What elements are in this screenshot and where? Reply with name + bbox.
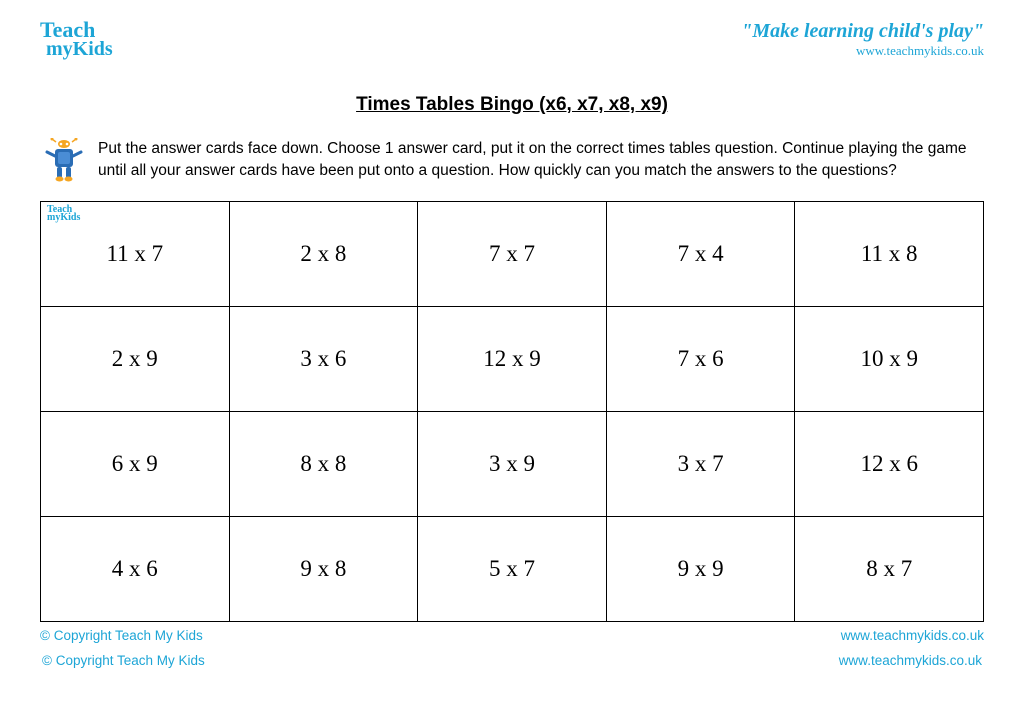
bingo-cell: 3 x 7 [606, 411, 795, 516]
bingo-cell: 12 x 9 [418, 306, 607, 411]
bingo-row: 2 x 9 3 x 6 12 x 9 7 x 6 10 x 9 [41, 306, 984, 411]
bingo-cell: 3 x 9 [418, 411, 607, 516]
bingo-cell-value: 9 x 9 [678, 556, 724, 581]
bingo-cell: 9 x 8 [229, 516, 418, 621]
robot-icon [44, 138, 84, 182]
bingo-cell-value: 7 x 4 [678, 241, 724, 266]
bingo-cell: 7 x 4 [606, 201, 795, 306]
footer-url-outer: www.teachmykids.co.uk [839, 653, 982, 668]
brand-url-top: www.teachmykids.co.uk [741, 43, 984, 59]
copyright-inner: © Copyright Teach My Kids [40, 628, 203, 643]
bingo-cell-value: 9 x 8 [300, 556, 346, 581]
bingo-cell-value: 12 x 9 [483, 346, 541, 371]
bingo-cell-value: 2 x 9 [112, 346, 158, 371]
bingo-cell-value: 6 x 9 [112, 451, 158, 476]
bingo-cell-value: 11 x 8 [861, 241, 918, 266]
worksheet-page: Teach myKids "Make learning child's play… [0, 0, 1024, 678]
tagline-block: "Make learning child's play" www.teachmy… [741, 20, 984, 59]
bingo-row: 6 x 9 8 x 8 3 x 9 3 x 7 12 x 6 [41, 411, 984, 516]
logo-text-kids: Kids [73, 38, 113, 60]
bingo-cell: 9 x 9 [606, 516, 795, 621]
bingo-cell-value: 2 x 8 [300, 241, 346, 266]
bingo-cell: TeachmyKids 11 x 7 [41, 201, 230, 306]
bingo-row: TeachmyKids 11 x 7 2 x 8 7 x 7 7 x 4 11 x 8 [41, 201, 984, 306]
bingo-cell-value: 7 x 6 [678, 346, 724, 371]
bingo-cell-value: 3 x 7 [678, 451, 724, 476]
bingo-cell-value: 3 x 6 [300, 346, 346, 371]
bingo-cell: 2 x 8 [229, 201, 418, 306]
bingo-cell: 8 x 7 [795, 516, 984, 621]
bingo-cell: 12 x 6 [795, 411, 984, 516]
footer-url-inner: www.teachmykids.co.uk [841, 628, 984, 643]
page-header: Teach myKids "Make learning child's play… [40, 20, 984, 76]
outer-footer: © Copyright Teach My Kids www.teachmykid… [40, 653, 984, 668]
bingo-cell-value: 8 x 7 [866, 556, 912, 581]
bingo-cell: 7 x 6 [606, 306, 795, 411]
brand-logo: Teach myKids [40, 20, 130, 76]
bingo-cell: 6 x 9 [41, 411, 230, 516]
bingo-cell-value: 8 x 8 [300, 451, 346, 476]
bingo-cell-value: 7 x 7 [489, 241, 535, 266]
bingo-cell-value: 10 x 9 [860, 346, 918, 371]
bingo-cell-value: 11 x 7 [106, 241, 163, 266]
bingo-cell-value: 12 x 6 [860, 451, 918, 476]
bingo-cell: 11 x 8 [795, 201, 984, 306]
bingo-cell: 10 x 9 [795, 306, 984, 411]
worksheet-title: Times Tables Bingo (x6, x7, x8, x9) [40, 94, 984, 116]
copyright-outer: © Copyright Teach My Kids [42, 653, 205, 668]
instructions-row: Put the answer cards face down. Choose 1… [40, 138, 984, 183]
bingo-cell: 7 x 7 [418, 201, 607, 306]
bingo-cell-value: 4 x 6 [112, 556, 158, 581]
inner-footer: © Copyright Teach My Kids www.teachmykid… [40, 628, 984, 643]
bingo-grid: TeachmyKids 11 x 7 2 x 8 7 x 7 7 x 4 11 x 8 2 … [40, 201, 984, 622]
instructions-text: Put the answer cards face down. Choose 1… [98, 138, 984, 183]
logo-text-my: my [46, 38, 73, 60]
bingo-cell: 3 x 6 [229, 306, 418, 411]
bingo-cell: 8 x 8 [229, 411, 418, 516]
brand-tagline: "Make learning child's play" [741, 20, 984, 43]
bingo-row: 4 x 6 9 x 8 5 x 7 9 x 9 8 x 7 [41, 516, 984, 621]
bingo-cell-value: 3 x 9 [489, 451, 535, 476]
bingo-cell-value: 5 x 7 [489, 556, 535, 581]
bingo-cell: 4 x 6 [41, 516, 230, 621]
bingo-cell: 5 x 7 [418, 516, 607, 621]
cell-mini-logo: TeachmyKids [47, 206, 80, 223]
bingo-cell: 2 x 9 [41, 306, 230, 411]
